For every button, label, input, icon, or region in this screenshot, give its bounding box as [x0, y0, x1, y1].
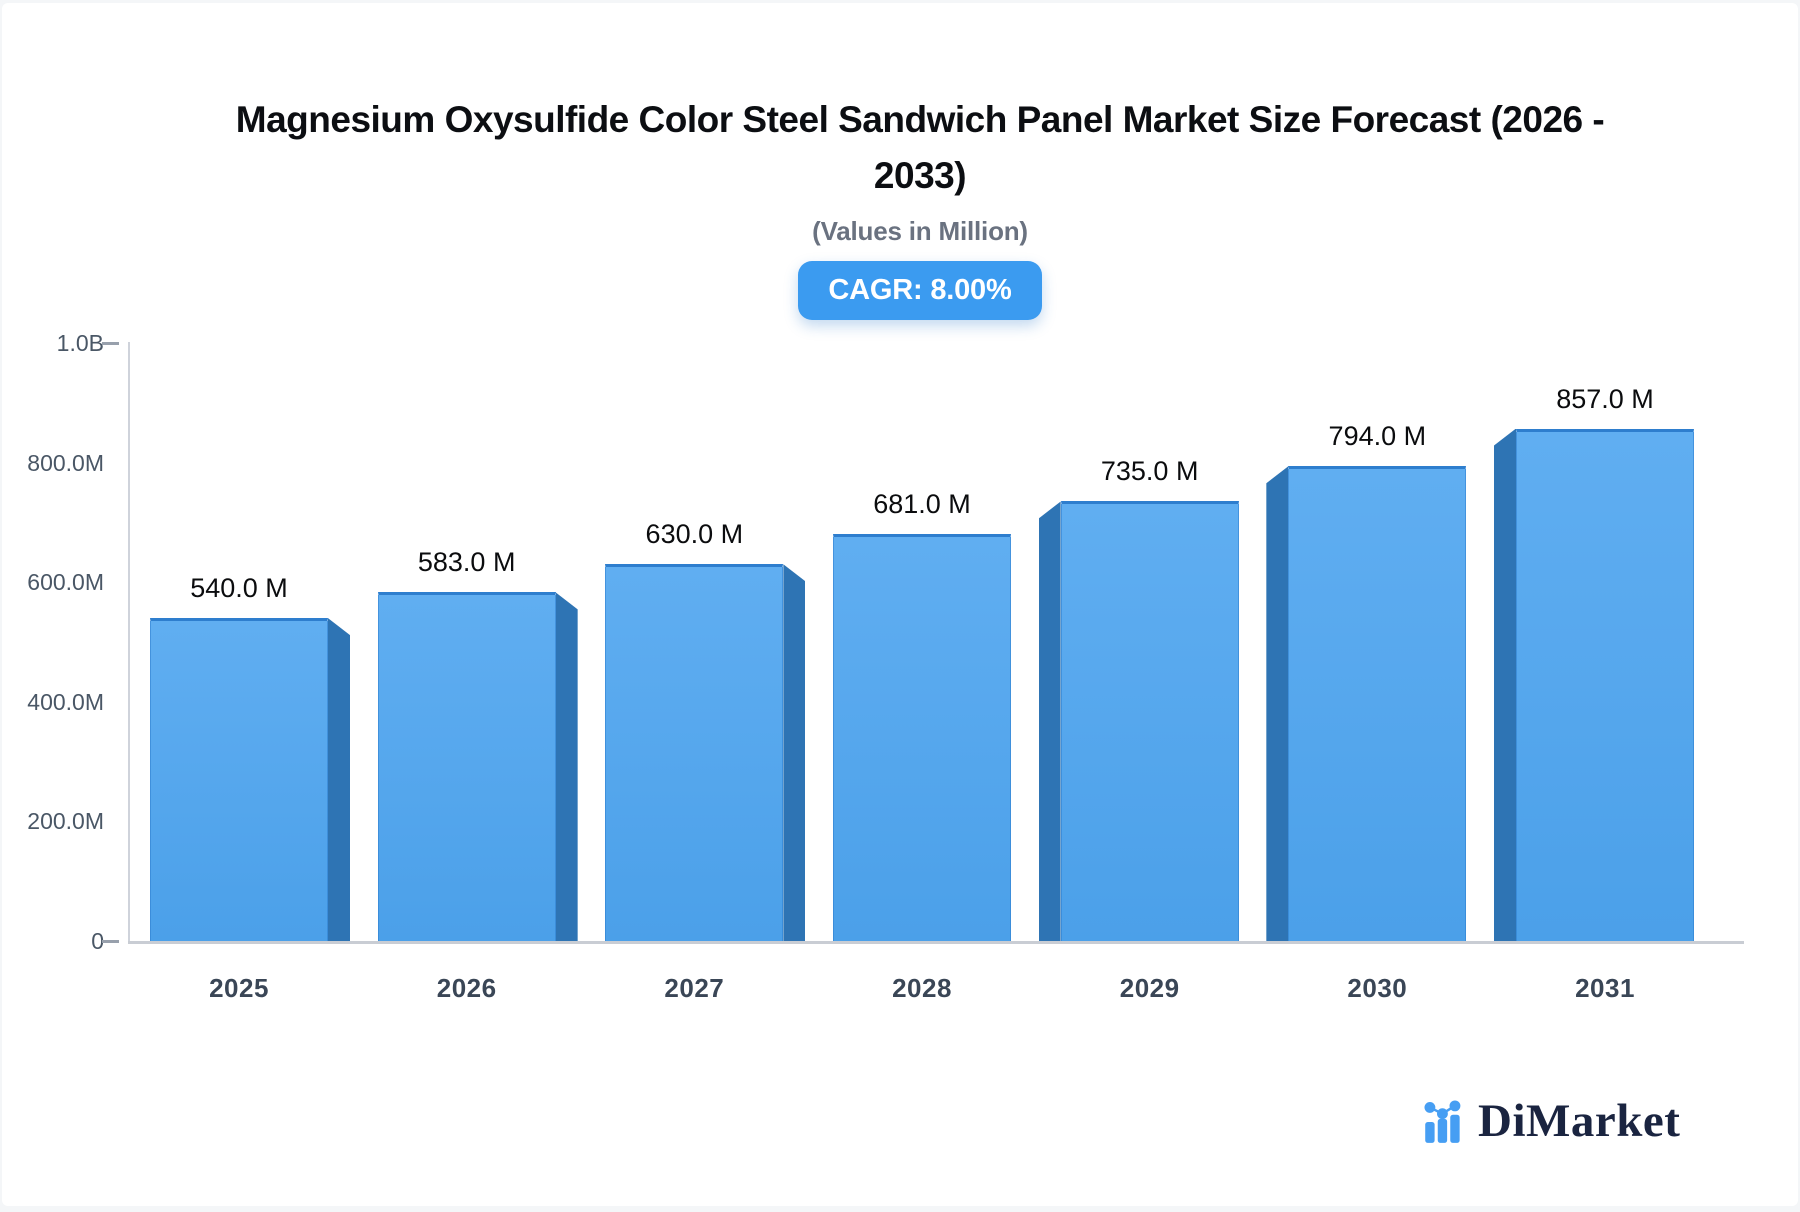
- bar-value-label: 540.0 M: [190, 573, 288, 604]
- y-axis-tick: [102, 342, 119, 345]
- bar: [377, 592, 556, 941]
- x-axis-label: 2031: [1575, 973, 1635, 1003]
- bar-value-label: 794.0 M: [1328, 421, 1427, 452]
- brand-logo: DiMarket: [1421, 1094, 1680, 1148]
- bar-value-label: 583.0 M: [417, 547, 516, 578]
- x-axis-baseline: [128, 941, 1744, 944]
- bar-value-label: 857.0 M: [1556, 383, 1654, 414]
- chart-title-line-2: 2033): [873, 155, 967, 196]
- chart-header: Magnesium Oxysulfide Color Steel Sandwic…: [40, 92, 1800, 320]
- x-axis-label: 2028: [892, 973, 952, 1003]
- brand-name: DiMarket: [1478, 1095, 1681, 1147]
- y-axis-line: [128, 342, 130, 943]
- x-axis-label: 2025: [209, 973, 269, 1003]
- y-axis-label: 400.0M: [27, 688, 104, 715]
- bar: [605, 564, 784, 941]
- cagr-badge: CAGR: 8.00%: [798, 261, 1042, 320]
- bar-side-3d: [328, 618, 350, 941]
- x-axis-label: 2029: [1119, 973, 1180, 1003]
- y-axis-tick: [102, 940, 119, 943]
- bar: [1516, 428, 1694, 941]
- bar-side-3d: [1038, 501, 1061, 941]
- chart-subtitle: (Values in Million): [812, 216, 1028, 246]
- chart-title-line-1: Magnesium Oxysulfide Color Steel Sandwic…: [235, 99, 1605, 140]
- y-axis-label: 1.0B: [56, 330, 104, 356]
- y-axis-label: 0: [91, 928, 104, 954]
- bar-value-label: 630.0 M: [645, 519, 744, 550]
- x-axis-label: 2030: [1347, 973, 1408, 1003]
- bar-side-3d: [1494, 428, 1516, 941]
- bar-chart-logo-icon: [1424, 1100, 1461, 1143]
- y-axis-label: 800.0M: [27, 449, 104, 476]
- bar-value-label: 681.0 M: [873, 488, 971, 519]
- bar-value-label: 735.0 M: [1100, 456, 1199, 487]
- bar: [1288, 466, 1467, 941]
- x-axis-label: 2026: [436, 973, 497, 1003]
- bar: [1060, 501, 1239, 941]
- bar: [150, 618, 328, 941]
- bar: [833, 533, 1011, 941]
- y-axis-label: 200.0M: [27, 808, 104, 835]
- x-axis-label: 2027: [664, 973, 725, 1003]
- y-axis-label: 600.0M: [27, 569, 104, 596]
- bar-side-3d: [555, 592, 578, 941]
- bar-side-3d: [783, 564, 806, 941]
- bar-side-3d: [1266, 466, 1289, 941]
